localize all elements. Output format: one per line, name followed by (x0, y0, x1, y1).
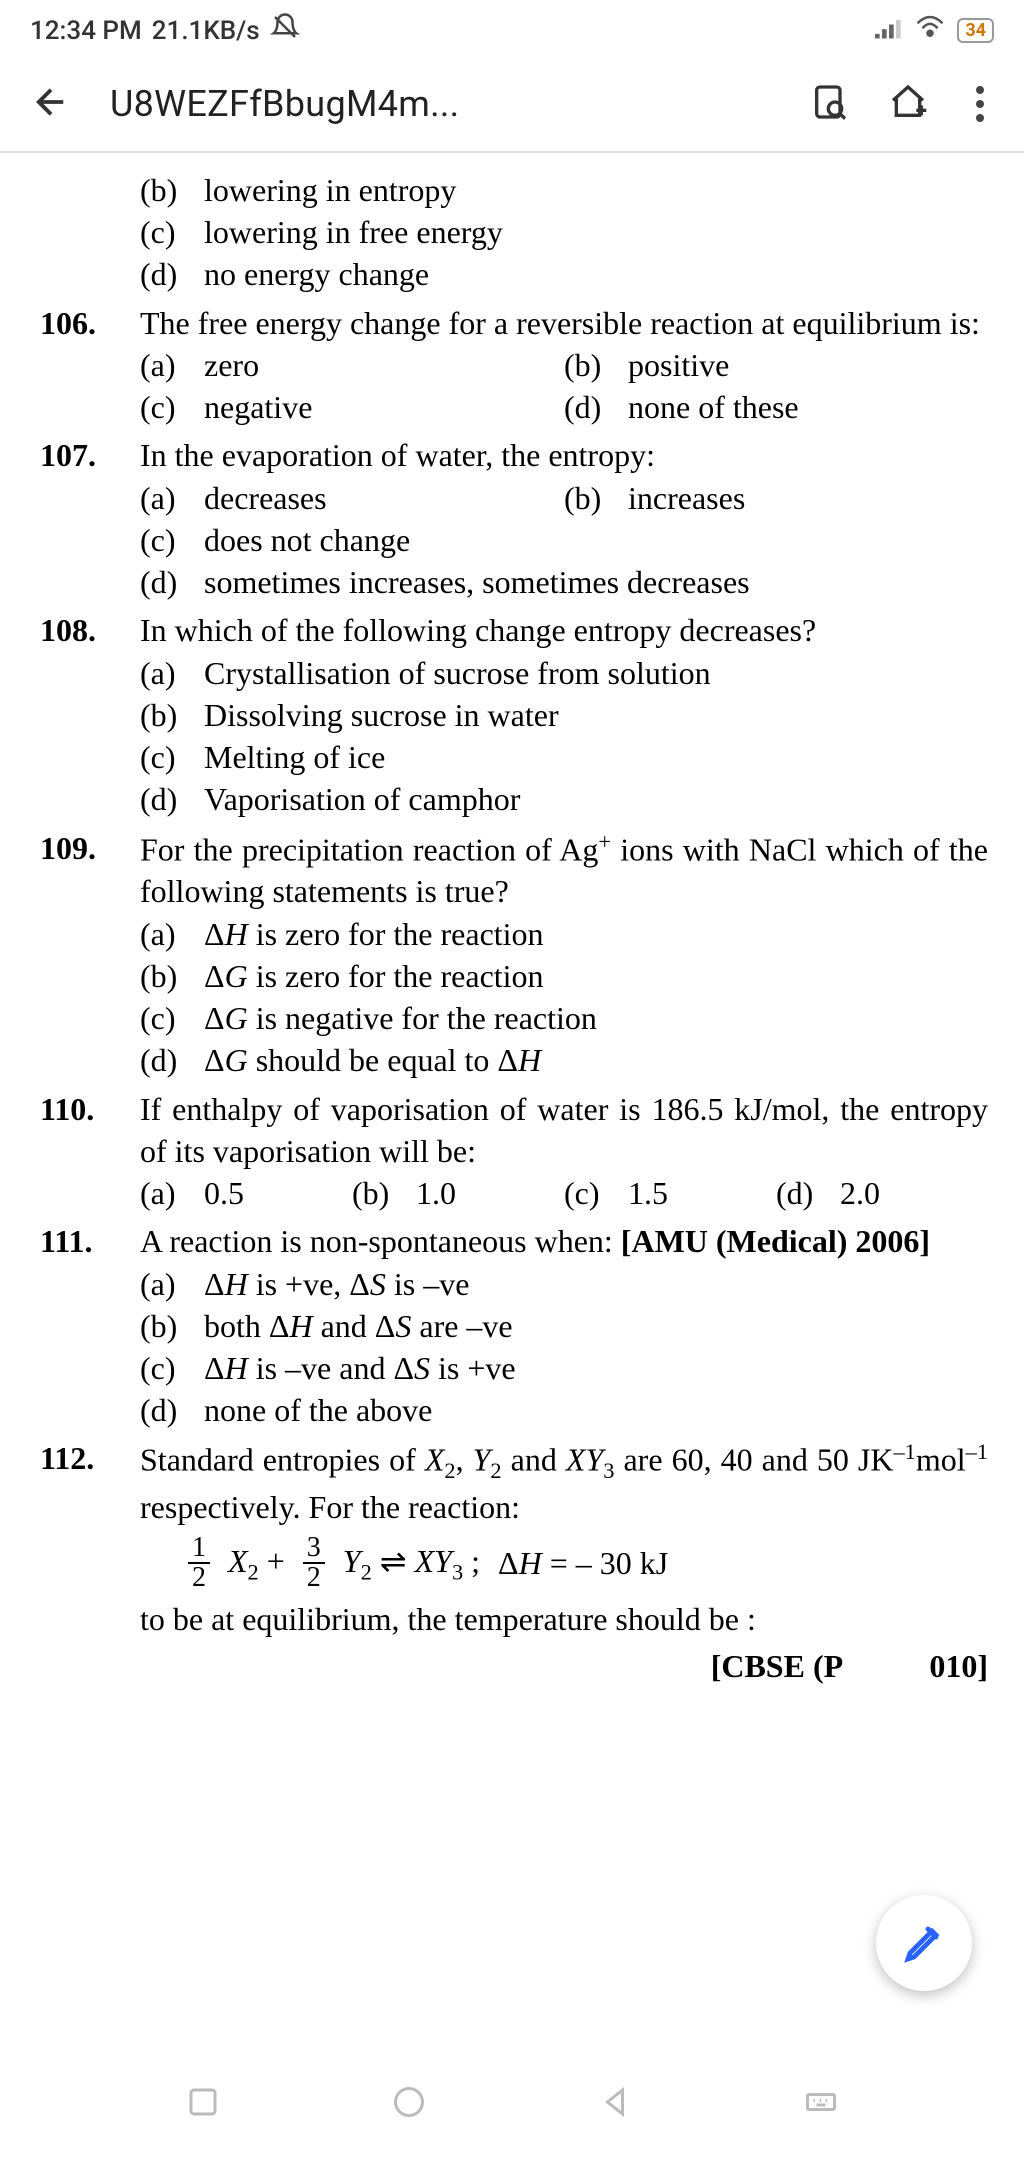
question-number: 108. (36, 609, 140, 820)
question-text: For the precipitation reaction of Ag+ io… (140, 827, 988, 913)
document-content: (b)lowering in entropy (c)lowering in fr… (0, 153, 1024, 1727)
back-nav-icon[interactable] (597, 2084, 633, 2125)
question-108: 108. In which of the following change en… (36, 609, 988, 820)
home-add-icon[interactable] (888, 82, 928, 126)
option-text: ΔG is negative for the reaction (204, 997, 597, 1039)
option-label: (c) (564, 1172, 628, 1214)
option-label: (b) (352, 1172, 416, 1214)
question-text: If enthalpy of vaporisation of water is … (140, 1088, 988, 1172)
option-label: (c) (140, 1347, 204, 1389)
option-label: (b) (140, 169, 204, 211)
question-112: 112. Standard entropies of X2, Y2 and XY… (36, 1437, 988, 1686)
option-label: (b) (140, 694, 204, 736)
option-text: Crystallisation of sucrose from solution (204, 652, 711, 694)
question-107: 107. In the evaporation of water, the en… (36, 434, 988, 603)
question-109: 109. For the precipitation reaction of A… (36, 827, 988, 1082)
question-source: [CBSE (PMT) 2010] (140, 1645, 988, 1687)
question-number: 106. (36, 302, 140, 429)
option-text: does not change (204, 519, 410, 561)
question-tail: to be at equilibrium, the temperature sh… (140, 1598, 988, 1640)
wifi-icon (915, 15, 945, 46)
option-text: lowering in entropy (204, 169, 456, 211)
option-label: (d) (140, 561, 204, 603)
option-text: Dissolving sucrose in water (204, 694, 559, 736)
option-label: (a) (140, 1263, 204, 1305)
option-text: 1.0 (416, 1172, 456, 1214)
battery-icon: 34 (957, 18, 994, 43)
question-text: Standard entropies of X2, Y2 and XY3 are… (140, 1437, 988, 1528)
option-text: Vaporisation of camphor (204, 778, 520, 820)
question-source: [AMU (Medical) 2006] (621, 1223, 930, 1259)
option-label: (d) (140, 253, 204, 295)
status-bar: 12:34 PM 21.1KB/s 34 (0, 0, 1024, 61)
question-110: 110. If enthalpy of vaporisation of wate… (36, 1088, 988, 1215)
option-label: (d) (564, 386, 628, 428)
find-icon[interactable] (810, 82, 850, 126)
question-111: 111. A reaction is non-spontaneous when:… (36, 1220, 988, 1431)
home-icon[interactable] (391, 2084, 427, 2125)
option-label: (b) (564, 477, 628, 519)
option-text: increases (628, 477, 745, 519)
option-label: (c) (140, 736, 204, 778)
question-106: 106. The free energy change for a revers… (36, 302, 988, 429)
option-text: 0.5 (204, 1172, 244, 1214)
document-title: U8WEZFfBbugM4m... (110, 83, 772, 125)
option-label: (b) (140, 955, 204, 997)
option-label: (c) (140, 211, 204, 253)
option-text: negative (204, 386, 312, 428)
question-text: In which of the following change entropy… (140, 609, 988, 651)
option-text: ΔH is zero for the reaction (204, 913, 544, 955)
option-label: (b) (140, 1305, 204, 1347)
option-text: 2.0 (840, 1172, 880, 1214)
option-label: (a) (140, 913, 204, 955)
question-number: 111. (36, 1220, 140, 1431)
option-text: none of these (628, 386, 799, 428)
option-text: ΔH is +ve, ΔS is –ve (204, 1263, 469, 1305)
question-text: In the evaporation of water, the entropy… (140, 434, 988, 476)
option-label: (b) (564, 344, 628, 386)
option-text: decreases (204, 477, 327, 519)
option-text: none of the above (204, 1389, 432, 1431)
option-label: (a) (140, 1172, 204, 1214)
option-label: (c) (140, 519, 204, 561)
back-icon[interactable] (30, 81, 72, 127)
edit-fab[interactable] (876, 1895, 972, 1991)
option-text: ΔG should be equal to ΔH (204, 1039, 541, 1081)
more-icon[interactable] (966, 82, 994, 126)
question-text: A reaction is non-spontaneous when: [AMU… (140, 1220, 988, 1262)
question-number: 109. (36, 827, 140, 1082)
option-text: ΔG is zero for the reaction (204, 955, 544, 997)
option-text: lowering in free energy (204, 211, 503, 253)
option-text: zero (204, 344, 259, 386)
option-label: (d) (140, 1039, 204, 1081)
app-bar: U8WEZFfBbugM4m... (0, 61, 1024, 151)
option-text: sometimes increases, sometimes decreases (204, 561, 750, 603)
system-nav-bar (0, 2068, 1024, 2141)
option-label: (c) (140, 386, 204, 428)
option-label: (d) (140, 778, 204, 820)
recent-apps-icon[interactable] (185, 2084, 221, 2125)
status-speed: 21.1KB/s (152, 16, 260, 46)
status-time: 12:34 PM (30, 16, 142, 46)
option-label: (a) (140, 652, 204, 694)
equation: 12 X2 + 32 Y2 ⇌ XY3 ; ΔH = – 30 kJ (140, 1534, 988, 1592)
signal-icon (875, 16, 903, 46)
question-number: 112. (36, 1437, 140, 1686)
option-text: positive (628, 344, 729, 386)
question-number: 110. (36, 1088, 140, 1215)
question-text: The free energy change for a reversible … (140, 302, 988, 344)
option-label: (a) (140, 344, 204, 386)
option-label: (c) (140, 997, 204, 1039)
option-text: ΔH is –ve and ΔS is +ve (204, 1347, 516, 1389)
option-text: both ΔH and ΔS are –ve (204, 1305, 513, 1347)
option-label: (d) (776, 1172, 840, 1214)
option-text: Melting of ice (204, 736, 385, 778)
option-text: 1.5 (628, 1172, 668, 1214)
option-text: no energy change (204, 253, 429, 295)
keyboard-icon[interactable] (803, 2084, 839, 2125)
mute-icon (270, 12, 300, 49)
option-label: (d) (140, 1389, 204, 1431)
option-label: (a) (140, 477, 204, 519)
question-number: 107. (36, 434, 140, 603)
